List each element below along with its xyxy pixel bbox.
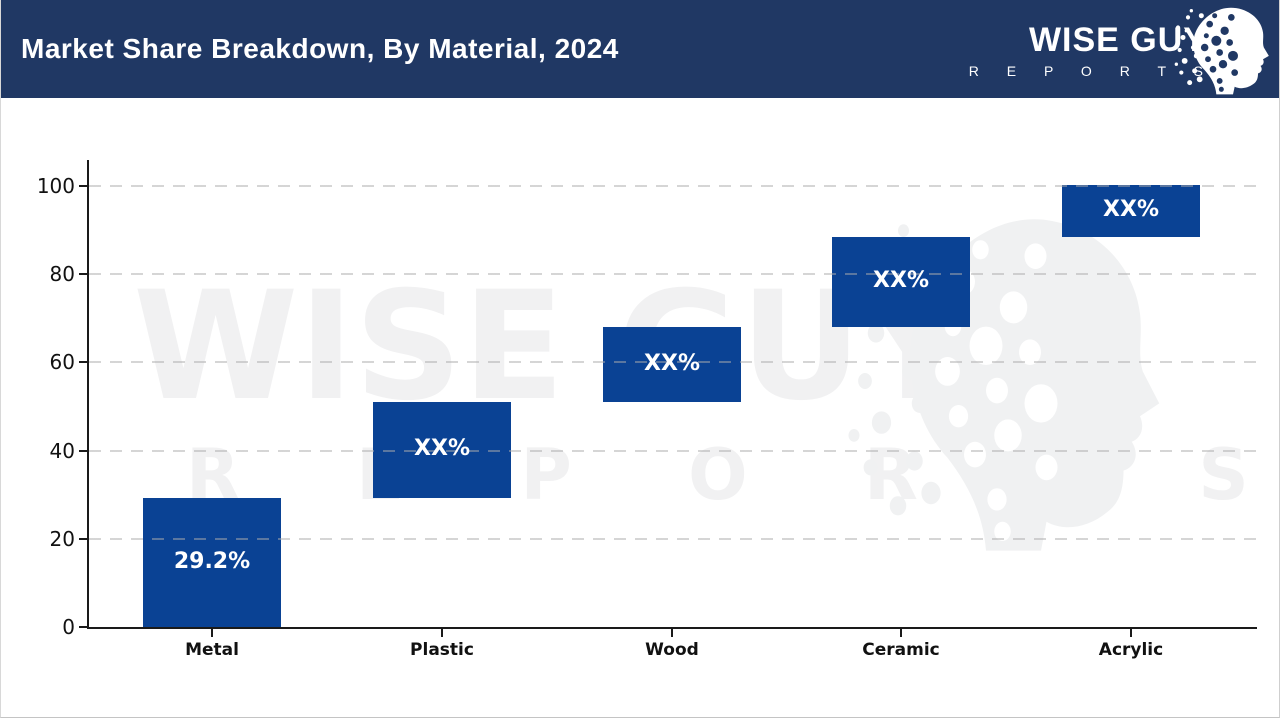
bar-value-label: XX% [1103, 197, 1159, 223]
y-tick-label-20: 20 [49, 526, 75, 551]
x-tick-plastic [441, 629, 443, 637]
bar-value-label: 29.2% [173, 548, 251, 574]
header-bar: Market Share Breakdown, By Material, 202… [1, 0, 1279, 98]
y-tick-label-0: 0 [62, 615, 75, 639]
x-label-plastic: Plastic [410, 640, 474, 660]
y-tick-60 [79, 361, 87, 364]
x-label-metal: Metal [185, 640, 239, 660]
x-label-ceramic: Ceramic [862, 640, 940, 660]
logo-wordmark: WISE GUY [1028, 21, 1207, 59]
logo-tagline: R E P O R T S [968, 63, 1215, 79]
bar-wood [603, 327, 741, 403]
y-tick-0 [79, 626, 87, 628]
x-axis-line [87, 627, 1257, 629]
brand-logo: WISE GUY R E P O R T S [969, 0, 1279, 98]
x-tick-metal [211, 629, 213, 637]
x-tick-wood [671, 629, 673, 637]
logo-text: WISE GUY R E P O R T S [969, 21, 1207, 79]
chart-title: Market Share Breakdown, By Material, 202… [21, 33, 619, 64]
y-tick-label-40: 40 [49, 438, 75, 463]
x-label-wood: Wood [645, 640, 699, 660]
gridline-40 [89, 449, 1257, 452]
y-tick-80 [79, 273, 87, 276]
y-tick-100 [79, 185, 87, 187]
y-axis-line [87, 160, 89, 629]
y-tick-label-60: 60 [49, 350, 75, 375]
y-tick-label-100: 100 [36, 174, 75, 198]
y-tick-label-80: 80 [49, 262, 75, 287]
y-tick-40 [79, 449, 87, 452]
bar-value-label: XX% [873, 268, 929, 294]
y-tick-20 [79, 537, 87, 540]
gridline-100 [89, 185, 1257, 187]
gridline-80 [89, 273, 1257, 276]
bar-metal [143, 498, 281, 627]
watermark-wordmark: WISE GUY [133, 260, 971, 434]
bar-ceramic [832, 237, 970, 328]
gridline-60 [89, 361, 1257, 364]
x-tick-ceramic [900, 629, 902, 637]
x-label-acrylic: Acrylic [1098, 640, 1164, 660]
x-tick-acrylic [1130, 629, 1132, 637]
gridline-20 [89, 537, 1257, 540]
bar-acrylic [1062, 185, 1200, 238]
bar-value-label: XX% [414, 436, 470, 462]
bar-value-label: XX% [644, 350, 700, 376]
